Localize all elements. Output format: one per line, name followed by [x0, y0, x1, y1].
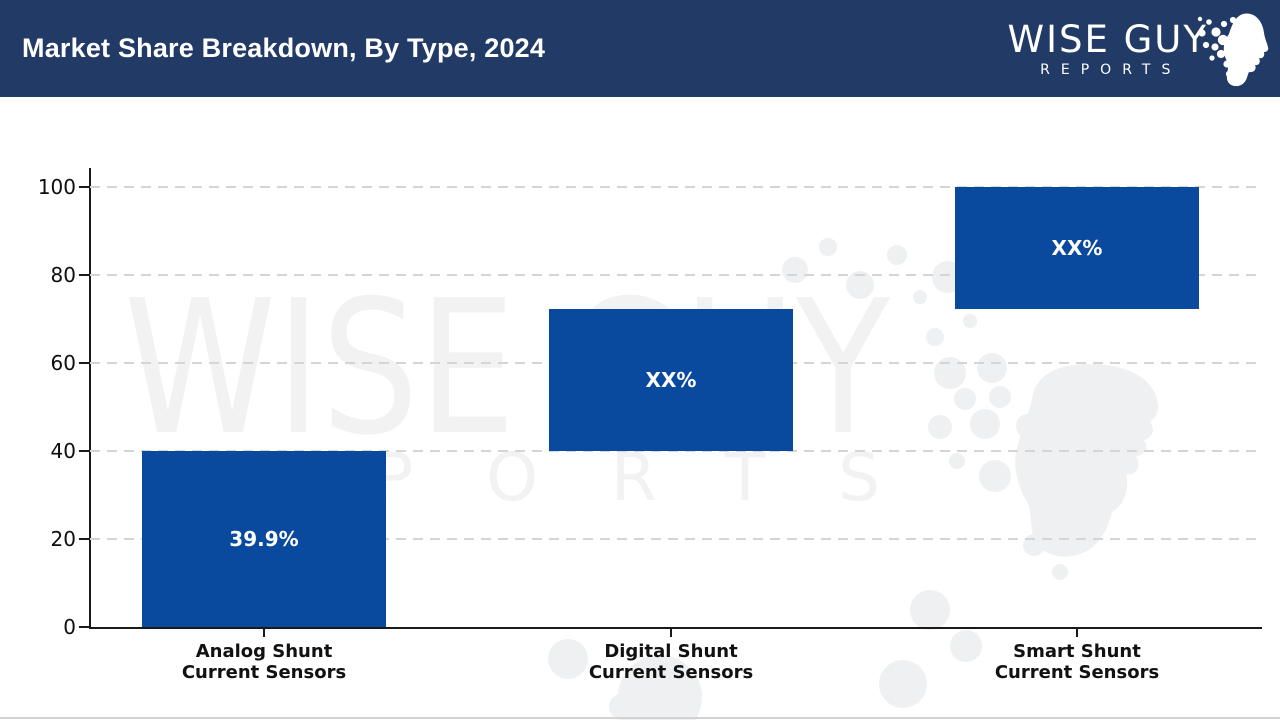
logo-face-icon	[1197, 12, 1269, 86]
y-tick-40	[79, 450, 89, 452]
chart-bar-2	[549, 309, 793, 452]
plot-area: 0 20 40 60 80 100 39.9% XX% XX% Analog Shunt Curr…	[0, 97, 1280, 720]
brand-name: WISE GUY	[1007, 17, 1208, 61]
gridline-100	[90, 186, 1262, 188]
x-tick-1	[263, 629, 265, 637]
y-tick-80	[79, 274, 89, 276]
y-tick-label-100: 100	[37, 175, 76, 199]
x-tick-2	[670, 629, 672, 637]
brand-logo-text: WISE GUY REPORTS	[1008, 21, 1208, 77]
bar-value-label-1: 39.9%	[229, 527, 299, 552]
x-category-label-3: Smart Shunt Current Sensors	[994, 641, 1160, 683]
gridline-20	[90, 538, 1262, 540]
y-tick-label-80: 80	[50, 263, 76, 287]
y-tick-label-40: 40	[50, 439, 76, 463]
chart-area: WISE GUY REPORTS	[0, 97, 1280, 720]
y-tick-100	[79, 186, 89, 188]
page-title: Market Share Breakdown, By Type, 2024	[22, 33, 546, 63]
y-tick-0	[79, 626, 89, 628]
chart-bar-1	[142, 451, 386, 627]
y-tick-label-0: 0	[63, 615, 76, 639]
x-category-label-2: Digital Shunt Current Sensors	[588, 641, 754, 683]
y-tick-60	[79, 362, 89, 364]
bottom-divider	[0, 717, 1280, 719]
chart-bar-3	[955, 187, 1199, 310]
gridline-80	[90, 274, 1262, 276]
y-tick-20	[79, 538, 89, 540]
y-axis-line	[89, 168, 91, 629]
x-axis-line	[89, 627, 1262, 629]
bar-value-label-3: XX%	[1051, 236, 1103, 261]
y-tick-label-20: 20	[50, 527, 76, 551]
header: Market Share Breakdown, By Type, 2024 WI…	[0, 0, 1280, 97]
x-category-label-1: Analog Shunt Current Sensors	[181, 641, 347, 683]
bar-value-label-2: XX%	[645, 368, 697, 393]
brand-subtitle: REPORTS	[1040, 61, 1182, 78]
brand-logo: WISE GUY REPORTS	[1008, 6, 1270, 92]
y-tick-label-60: 60	[50, 351, 76, 375]
x-tick-3	[1076, 629, 1078, 637]
